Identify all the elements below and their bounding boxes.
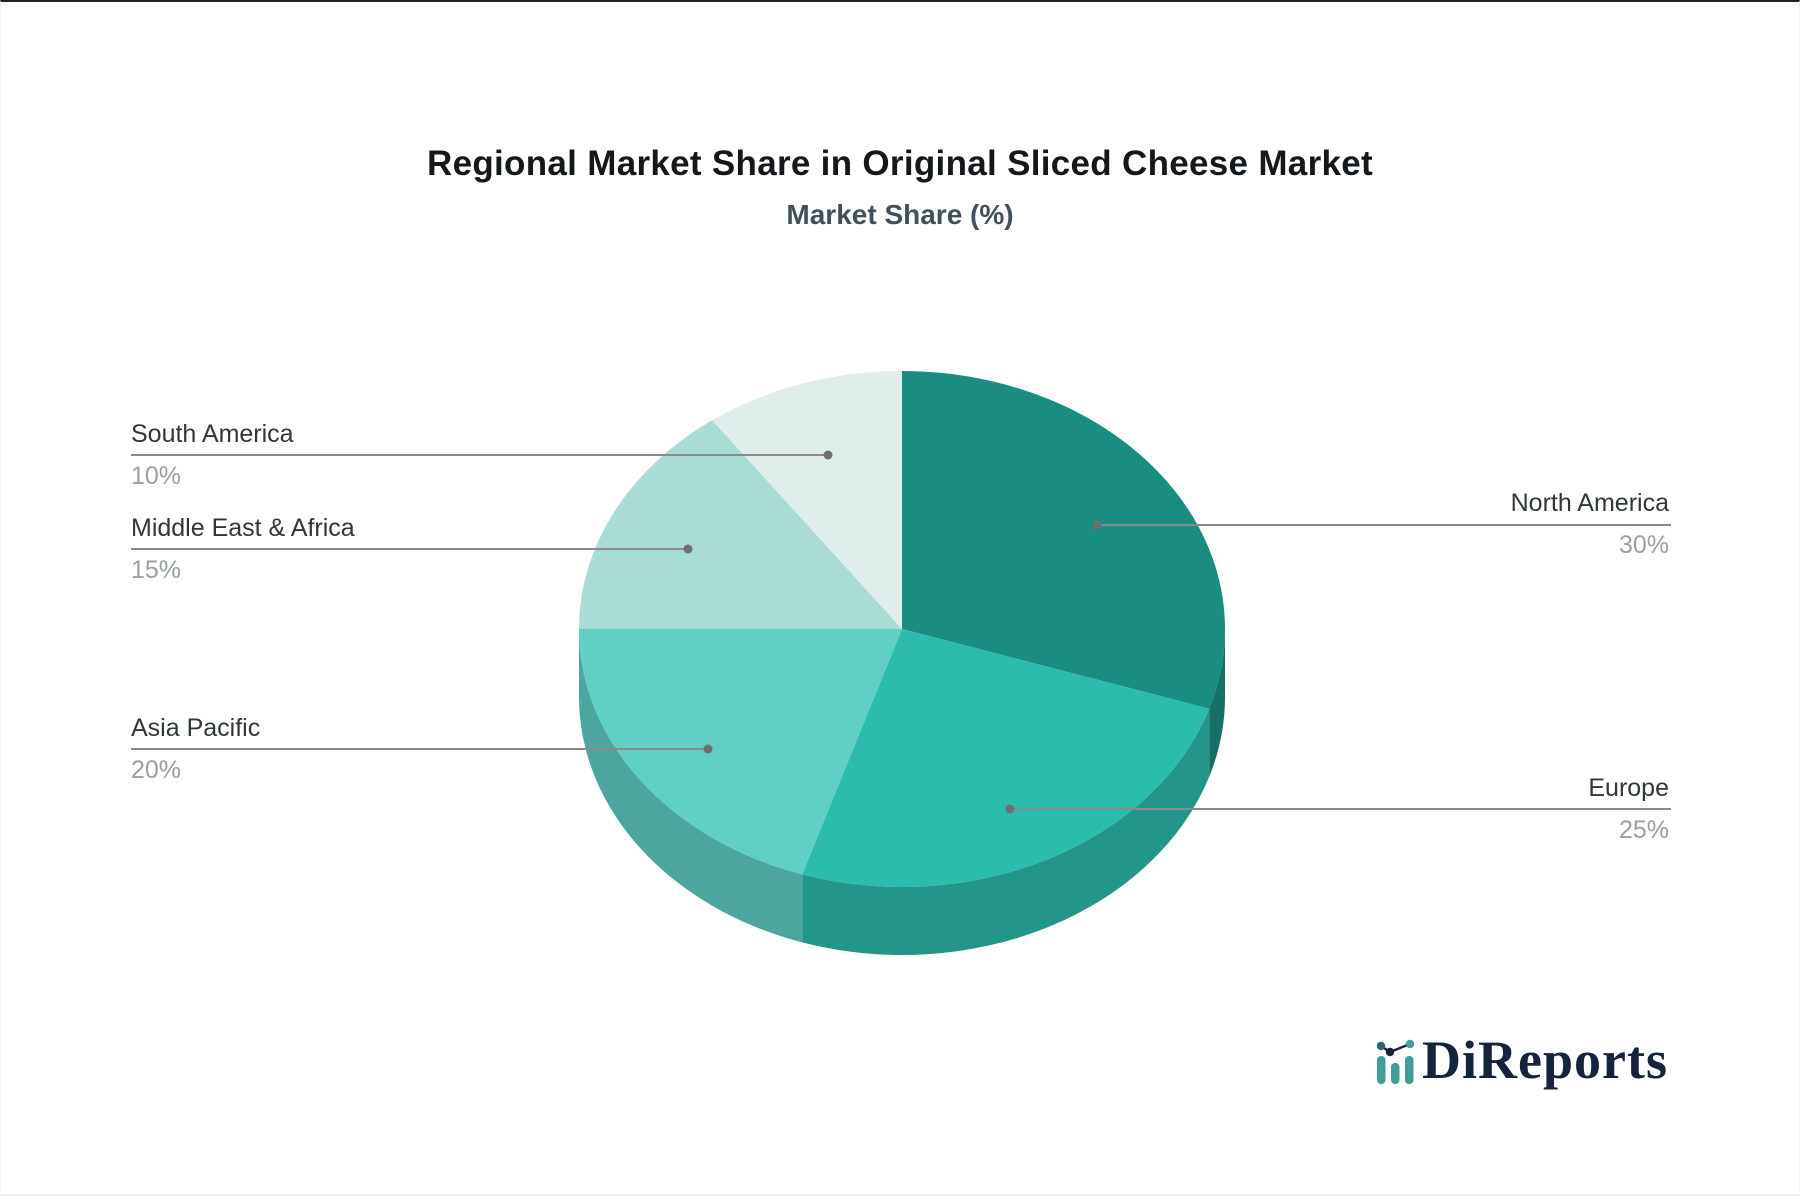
logo-dot-left [1376,1041,1386,1051]
pie-slice-europe [802,629,1210,887]
callout-pct-north-america: 30% [1618,531,1669,559]
callout-label-europe: Europe [1588,774,1669,802]
pie-slice-south-america [712,371,902,629]
direports-logo-text: DiReports [1422,1030,1668,1091]
pie-slice-side-north-america [1209,629,1225,777]
chart-subtitle: Market Share (%) [786,199,1014,230]
logo-bar-left [1377,1056,1386,1084]
logo-bar-middle [1391,1063,1400,1084]
pie-slice-north-america [902,371,1226,709]
leader-dot-asia-pacific [703,744,713,754]
callout-pct-south-america: 10% [131,462,182,490]
callout-label-middle-east-africa: Middle East & Africa [131,514,355,542]
pie-slice-side-asia-pacific [579,629,803,943]
direports-logo: DiReports [1375,1030,1668,1091]
logo-zigzag-line [1380,1042,1411,1054]
logo-bar-right [1405,1056,1414,1084]
callout-label-south-america: South America [131,420,294,448]
callout-label-asia-pacific: Asia Pacific [131,714,261,742]
leader-dot-south-america [823,450,833,460]
callout-pct-asia-pacific: 20% [131,756,182,784]
logo-dot-right [1405,1039,1415,1049]
logo-dot-middle [1385,1047,1395,1057]
pie-slice-middle-east-africa [579,420,902,629]
pie-slice-asia-pacific [579,629,902,875]
callout-pct-middle-east-africa: 15% [131,556,182,584]
callout-pct-europe: 25% [1618,816,1669,844]
chart-title: Regional Market Share in Original Sliced… [427,144,1373,183]
leader-dot-middle-east-africa [683,544,693,554]
leader-dot-north-america [1092,520,1102,530]
leader-dot-europe [1005,804,1015,814]
callout-label-north-america: North America [1510,489,1669,517]
pie-slice-side-europe [802,708,1210,955]
direports-logo-icon [1376,1039,1415,1084]
